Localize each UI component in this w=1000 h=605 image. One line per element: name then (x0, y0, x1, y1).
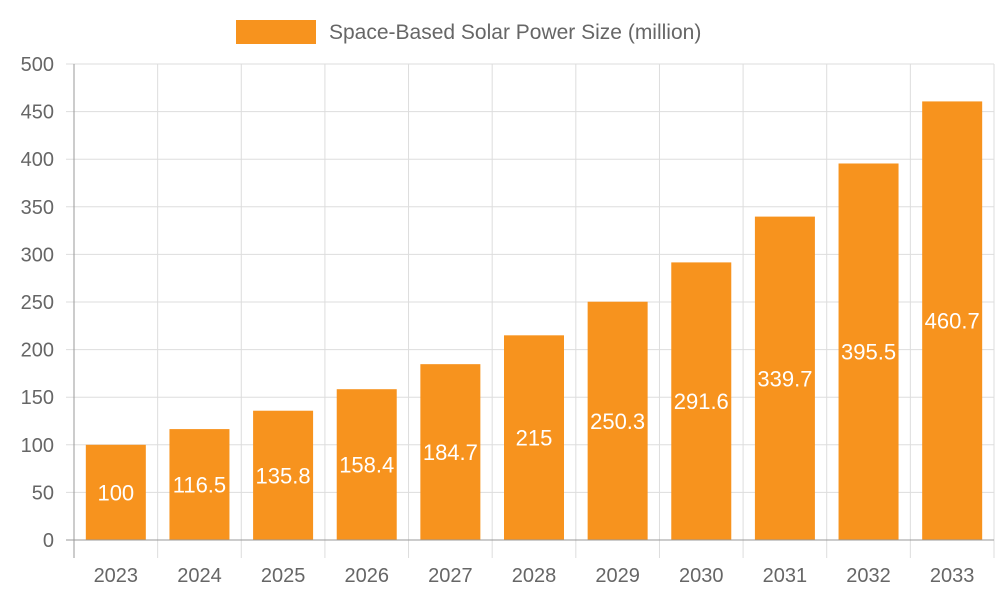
y-tick-label: 400 (21, 149, 54, 171)
x-tick-label: 2033 (930, 565, 975, 587)
bar (754, 216, 815, 541)
data-label: 215 (516, 426, 553, 451)
bar (671, 262, 732, 540)
y-tick-label: 100 (21, 435, 54, 457)
y-tick-label: 350 (21, 197, 54, 219)
x-tick-label: 2023 (94, 565, 139, 587)
bar (253, 410, 314, 540)
y-tick-label: 200 (21, 340, 54, 362)
data-label: 291.6 (674, 389, 729, 414)
axes: 0 50 100 150 200 250 300 350 400 450 500 2023 2024 20… (21, 54, 994, 587)
y-tick-label: 0 (43, 530, 54, 552)
x-tick-label: 2030 (679, 565, 724, 587)
data-labels: 100 116.5 135.8 158.4 184.7 215 250.3 291.6 339.… (97, 309, 979, 506)
x-tick-label: 2031 (763, 565, 808, 587)
y-tick-label: 500 (21, 54, 54, 76)
data-label: 395.5 (841, 340, 896, 365)
y-tick-label: 300 (21, 244, 54, 266)
data-label: 250.3 (590, 409, 645, 434)
bar (922, 101, 983, 540)
x-tick-label: 2028 (512, 565, 557, 587)
legend-label: Space-Based Solar Power Size (million) (329, 21, 701, 44)
bar (420, 364, 481, 540)
bars (85, 101, 983, 541)
bar (336, 389, 397, 540)
x-tick-label: 2027 (428, 565, 473, 587)
data-label: 158.4 (339, 453, 394, 478)
x-tick-label: 2032 (846, 565, 891, 587)
bar (587, 301, 648, 540)
y-tick-label: 150 (21, 387, 54, 409)
x-tick-label: 2029 (595, 565, 640, 587)
y-tick-label: 450 (21, 102, 54, 124)
x-tick-label: 2024 (177, 565, 222, 587)
bar (169, 429, 230, 540)
y-tick-label: 250 (21, 292, 54, 314)
x-tick-label: 2026 (344, 565, 389, 587)
legend-swatch (236, 20, 316, 44)
bar (838, 163, 899, 540)
bar (85, 444, 146, 540)
y-tick-label: 50 (32, 482, 54, 504)
data-label: 100 (97, 480, 134, 505)
bar (504, 335, 564, 540)
data-label: 339.7 (757, 366, 812, 391)
x-tick-label: 2025 (261, 565, 306, 587)
data-label: 135.8 (256, 463, 311, 488)
legend[interactable]: Space-Based Solar Power Size (million) (236, 20, 701, 44)
data-label: 184.7 (423, 440, 478, 465)
data-label: 116.5 (173, 473, 226, 498)
data-label: 460.7 (925, 309, 980, 334)
